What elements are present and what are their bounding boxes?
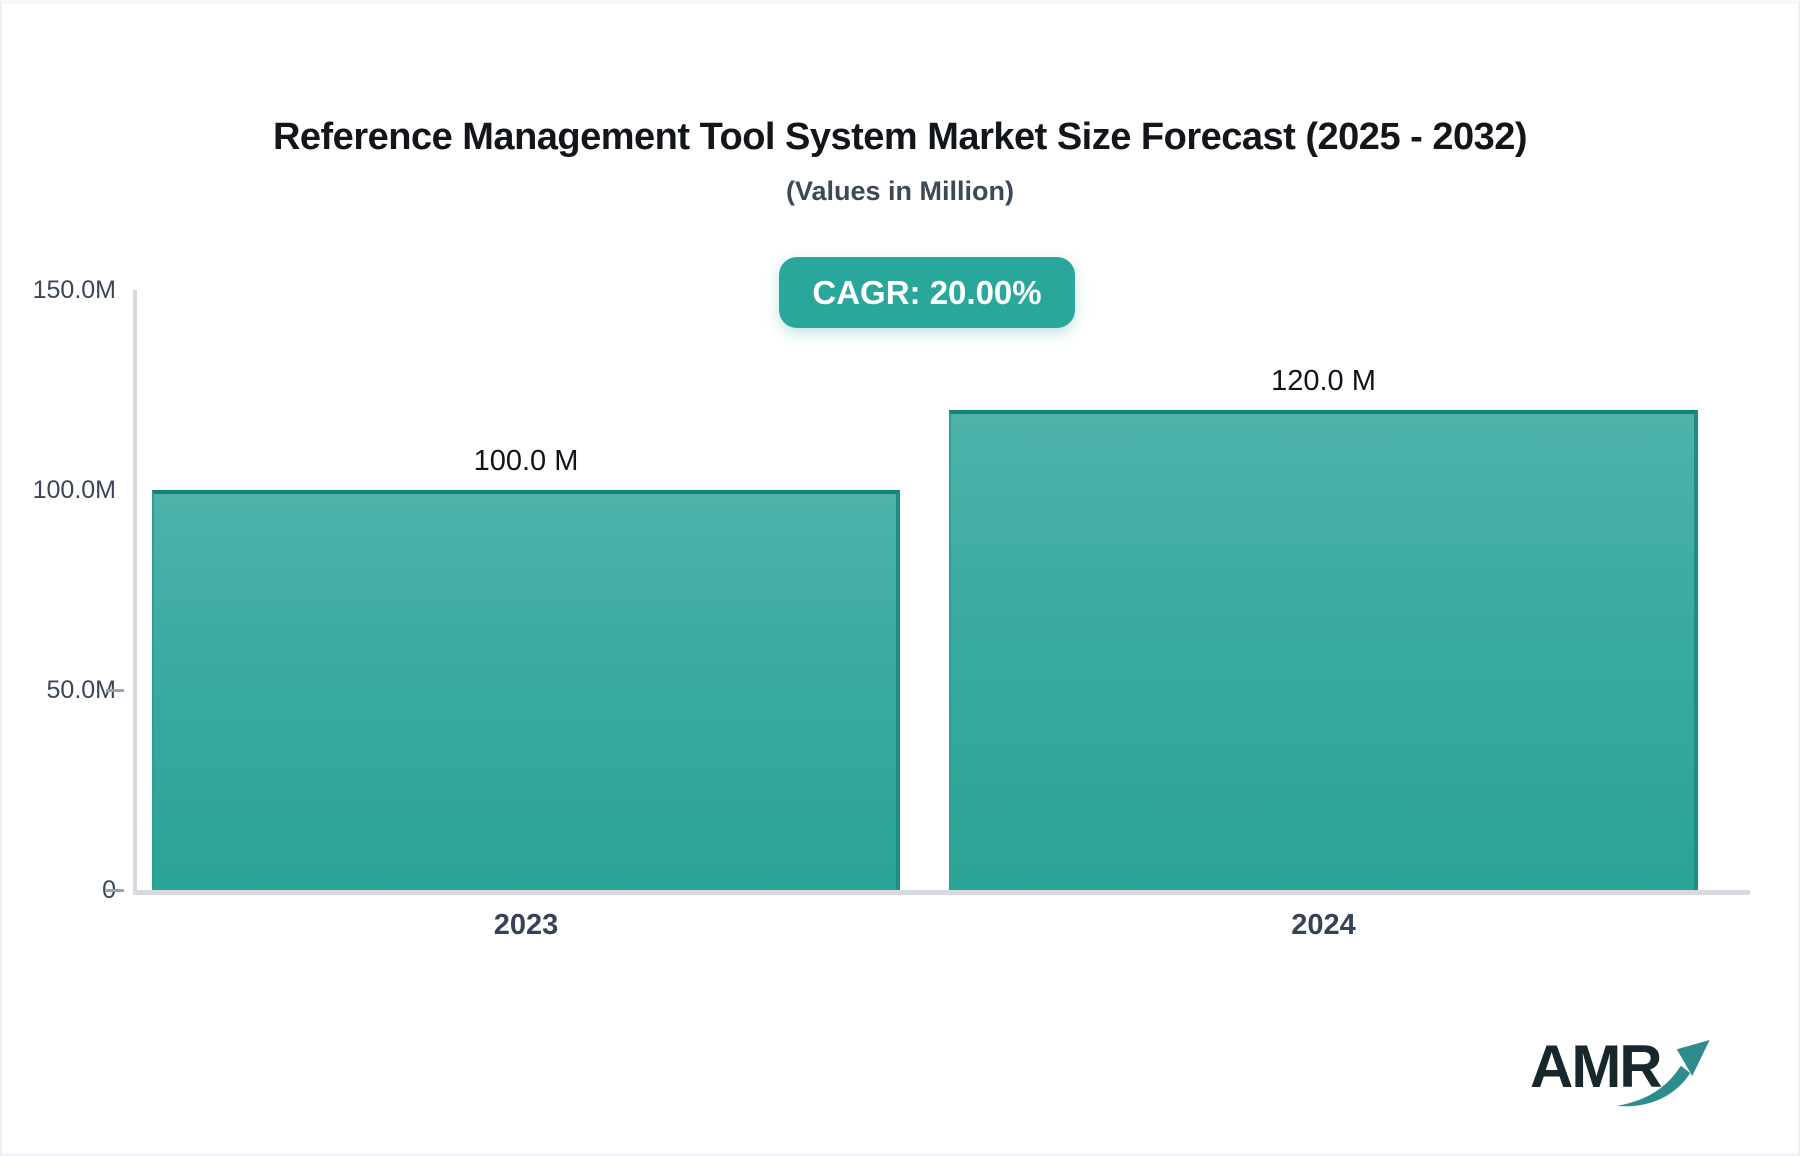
bar-group-2024: 120.0 M 2024 [949,290,1698,941]
amr-logo-arrow-icon [1617,1040,1710,1107]
cagr-badge-label: CAGR: 20.00% [812,273,1042,311]
x-category-label: 2023 [493,909,559,941]
bar-2023 [152,490,900,890]
cagr-badge: CAGR: 20.00% [779,257,1075,328]
amr-logo-text: AMR [1530,1033,1663,1100]
y-axis-line [133,290,137,894]
x-category-label: 2024 [1291,909,1356,941]
bar-group-2023: 100.0 M 2023 [152,290,900,941]
bar-value-label: 120.0 M [1271,365,1376,397]
y-tick-dash [106,889,124,892]
chart-subtitle: (Values in Million) [785,176,1015,206]
y-tick-label: 0 [2,875,116,905]
bar-2024 [949,410,1698,890]
y-tick-label: 50.0M [46,676,116,704]
y-tick-label: 100.0M [32,476,116,504]
chart-title: Reference Management Tool System Market … [272,116,1528,158]
x-axis-line [133,890,1750,895]
y-tick-dash [106,689,124,692]
plot-area: 100.0 M 2023 120.0 M 2024 [133,290,1750,941]
bar-value-label: 100.0 M [473,445,579,477]
amr-logo: AMR [1530,1032,1730,1122]
y-tick-label: 150.0M [32,276,116,304]
